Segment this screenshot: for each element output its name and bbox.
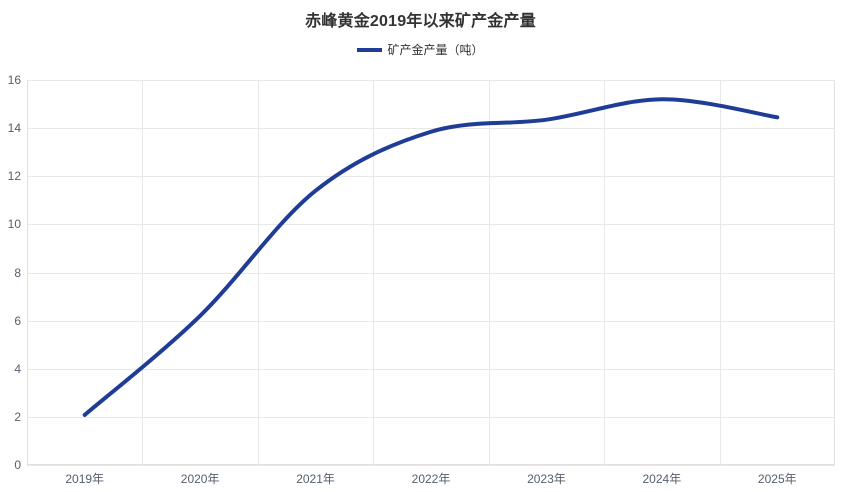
grid-line-horizontal xyxy=(27,320,835,322)
chart-title: 赤峰黄金2019年以来矿产金产量 xyxy=(305,13,536,30)
grid-line-horizontal xyxy=(27,272,835,274)
y-axis-tick-label: 12 xyxy=(7,169,21,184)
y-axis-tick-label: 6 xyxy=(14,313,21,328)
y-axis-tick-label: 4 xyxy=(14,361,21,376)
chart-legend[interactable]: 矿产金产量（吨） xyxy=(0,41,841,58)
x-axis-tick-label: 2025年 xyxy=(757,472,797,486)
series-line-path xyxy=(82,97,780,417)
grid-line-vertical xyxy=(604,80,606,465)
series-line-chart xyxy=(82,97,780,417)
grid-line-horizontal xyxy=(27,80,835,81)
x-axis-tick-label: 2020年 xyxy=(180,472,220,486)
legend-item-label[interactable]: 矿产金产量（吨） xyxy=(387,43,484,57)
x-axis: 2019年 2020年 2021年 2022年 2023年 2024年 2025年 xyxy=(27,470,835,492)
grid-line-vertical xyxy=(142,80,144,465)
grid-line-horizontal xyxy=(27,128,835,130)
x-axis-tick-label: 2022年 xyxy=(411,472,451,486)
x-axis-tick-label: 2019年 xyxy=(65,472,105,486)
grid-line-vertical xyxy=(373,80,375,465)
grid-line-vertical xyxy=(719,80,721,465)
grid-line-horizontal xyxy=(27,224,835,226)
y-axis-tick-label: 2 xyxy=(14,409,21,424)
y-axis-tick-label: 10 xyxy=(7,217,21,232)
grid-line-vertical xyxy=(488,80,490,465)
y-axis: 0 2 4 6 8 10 12 14 16 xyxy=(0,74,841,471)
y-axis-tick-label: 14 xyxy=(7,121,21,136)
grid-line-vertical xyxy=(257,80,259,465)
y-axis-tick-label: 8 xyxy=(14,265,21,280)
y-axis-tick-label: 16 xyxy=(7,73,21,87)
y-axis-tick-label: 0 xyxy=(14,458,21,472)
legend-color-swatch xyxy=(357,47,383,52)
grid-line-horizontal xyxy=(27,368,835,370)
grid-line-horizontal xyxy=(27,416,835,418)
grid-line-horizontal xyxy=(27,465,835,466)
x-axis-tick-label: 2023年 xyxy=(527,472,566,486)
grid-line-horizontal xyxy=(27,176,835,178)
x-axis-tick-label: 2024年 xyxy=(642,472,682,486)
x-axis-tick-label: 2021年 xyxy=(296,472,335,486)
